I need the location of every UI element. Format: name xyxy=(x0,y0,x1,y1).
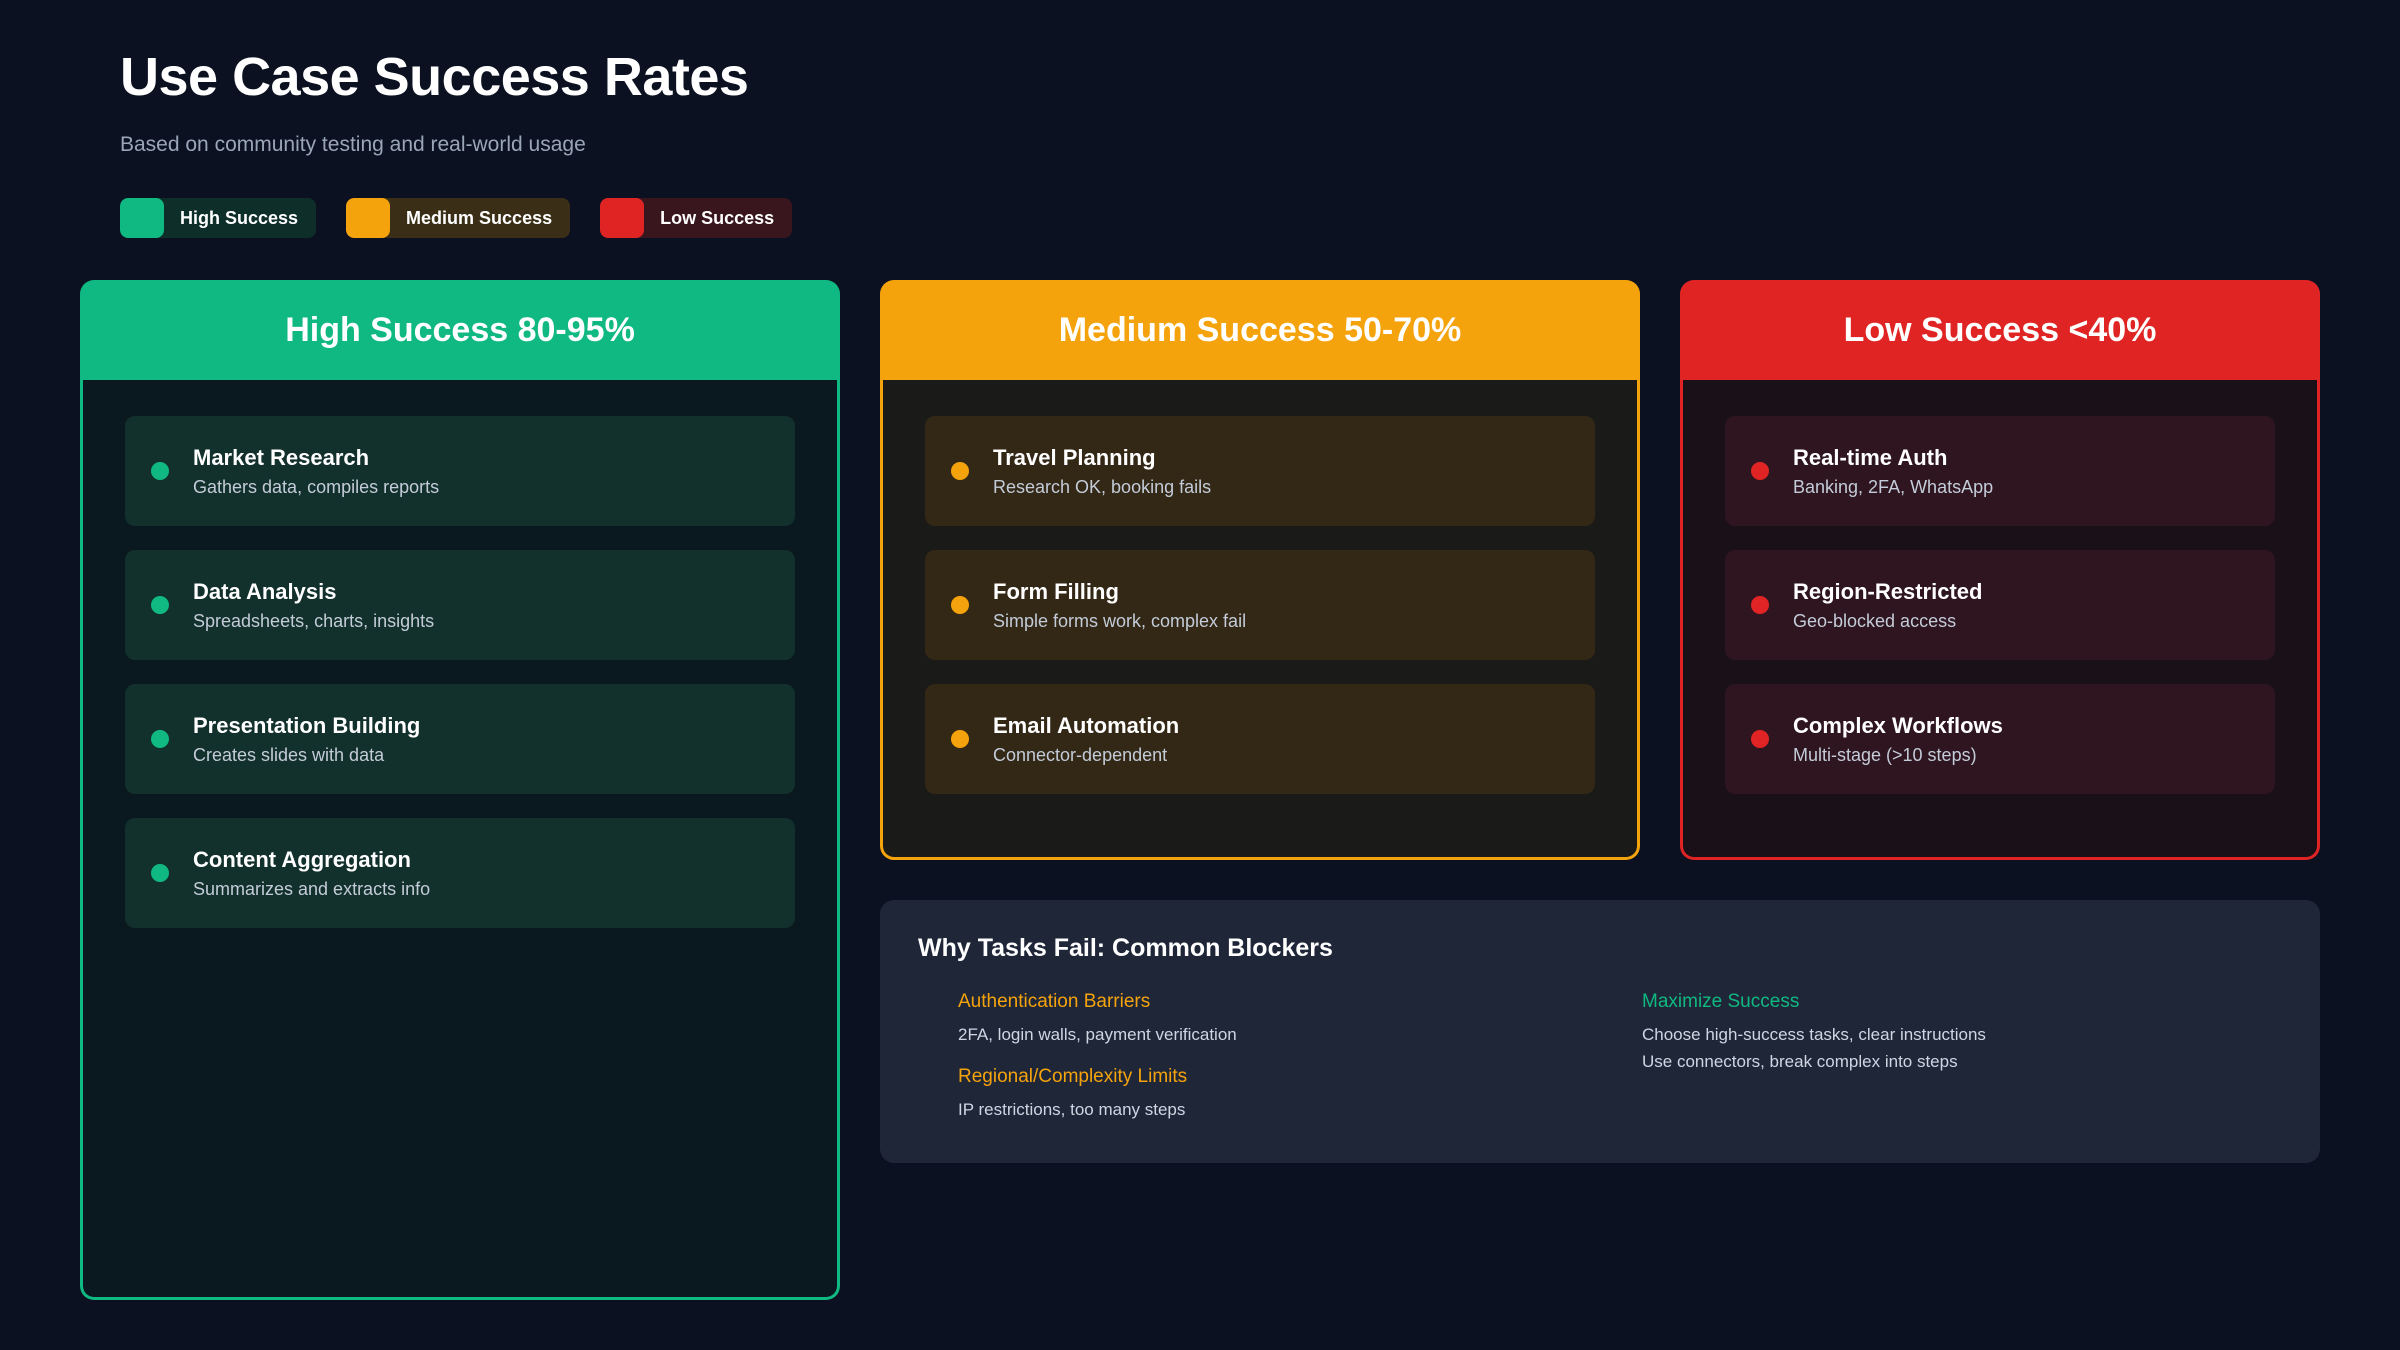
use-case-text: Presentation Building Creates slides with… xyxy=(193,713,420,766)
blocker-group: Maximize Success Choose high-success task… xyxy=(1642,991,2282,1075)
blocker-group: Regional/Complexity Limits IP restriction… xyxy=(958,1066,1620,1123)
bullet-dot-icon xyxy=(951,462,969,480)
blockers-panel: Why Tasks Fail: Common Blockers Authenti… xyxy=(880,900,2320,1164)
use-case-desc: Connector-dependent xyxy=(993,744,1168,765)
legend: High Success Medium Success Low Success xyxy=(120,198,793,238)
bullet-dot-icon xyxy=(151,864,169,882)
bullet-dot-icon xyxy=(1751,596,1769,614)
success-card-medium: Medium Success 50-70% Travel Planning Rese… xyxy=(880,280,1640,860)
blocker-heading: Maximize Success xyxy=(1642,991,1800,1012)
use-case-item[interactable]: Email Automation Connector-dependent xyxy=(925,684,1595,794)
use-case-item[interactable]: Region-Restricted Geo-blocked access xyxy=(1725,550,2275,660)
use-case-text: Complex Workflows Multi-stage (>10 steps) xyxy=(1793,713,2003,766)
blocker-line: 2FA, login walls, payment verification xyxy=(958,1025,1237,1044)
blocker-line: Choose high-success tasks, clear instruc… xyxy=(1642,1025,1986,1044)
legend-chip-0[interactable]: High Success xyxy=(120,198,317,238)
use-case-text: Content Aggregation Summarizes and extrac… xyxy=(193,847,430,900)
use-case-title: Market Research xyxy=(193,444,370,470)
square-swatch-icon xyxy=(346,198,391,238)
card-header-title: Low Success <40% xyxy=(1843,310,2157,349)
success-card-high: High Success 80-95% Market Research Gather… xyxy=(80,280,840,1300)
success-card-low: Low Success <40% Real-time Auth Banking, 2… xyxy=(1680,280,2320,860)
use-case-text: Market Research Gathers data, compiles re… xyxy=(193,445,439,498)
use-case-desc: Summarizes and extracts info xyxy=(193,878,431,899)
bullet-dot-icon xyxy=(151,730,169,748)
blockers-title: Why Tasks Fail: Common Blockers xyxy=(918,934,1333,962)
use-case-item[interactable]: Travel Planning Research OK, booking fail… xyxy=(925,416,1595,526)
use-case-item[interactable]: Presentation Building Creates slides with… xyxy=(125,684,795,794)
page-title: Use Case Success Rates xyxy=(120,47,749,107)
card-header-low: Low Success <40% xyxy=(1680,280,2320,380)
legend-label: Low Success xyxy=(660,207,775,228)
bullet-dot-icon xyxy=(1751,462,1769,480)
use-case-text: Email Automation Connector-dependent xyxy=(993,713,1179,766)
use-case-title: Presentation Building xyxy=(193,712,421,738)
square-swatch-icon xyxy=(120,198,164,238)
blocker-heading: Authentication Barriers xyxy=(958,991,1151,1012)
use-case-item[interactable]: Content Aggregation Summarizes and extrac… xyxy=(125,818,795,928)
use-case-item[interactable]: Complex Workflows Multi-stage (>10 steps) xyxy=(1725,684,2275,794)
use-case-item[interactable]: Real-time Auth Banking, 2FA, WhatsApp xyxy=(1725,416,2275,526)
use-case-title: Complex Workflows xyxy=(1793,712,2003,738)
card-header-high: High Success 80-95% xyxy=(80,280,840,380)
use-case-item[interactable]: Form Filling Simple forms work, complex f… xyxy=(925,550,1595,660)
use-case-title: Content Aggregation xyxy=(193,846,411,872)
use-case-title: Travel Planning xyxy=(993,444,1156,470)
use-case-item[interactable]: Data Analysis Spreadsheets, charts, insig… xyxy=(125,550,795,660)
card-body-low: Real-time Auth Banking, 2FA, WhatsApp Regi… xyxy=(1680,380,2320,860)
blockers-left-column: Authentication Barriers 2FA, login walls,… xyxy=(958,991,1620,1123)
use-case-desc: Geo-blocked access xyxy=(1793,610,1957,631)
use-case-item[interactable]: Market Research Gathers data, compiles re… xyxy=(125,416,795,526)
card-body-medium: Travel Planning Research OK, booking fail… xyxy=(880,380,1640,860)
blocker-line: IP restrictions, too many steps xyxy=(958,1100,1186,1120)
use-case-title: Email Automation xyxy=(993,712,1180,738)
legend-chip-1[interactable]: Medium Success xyxy=(346,198,571,238)
use-case-title: Real-time Auth xyxy=(1793,444,1948,470)
use-case-title: Region-Restricted xyxy=(1793,578,1983,604)
legend-label: High Success xyxy=(180,207,299,228)
page-header: Use Case Success Rates Based on communit… xyxy=(120,47,749,157)
legend-chip-2[interactable]: Low Success xyxy=(600,198,793,238)
use-case-title: Data Analysis xyxy=(193,578,337,604)
use-case-title: Form Filling xyxy=(993,578,1119,604)
use-case-text: Data Analysis Spreadsheets, charts, insig… xyxy=(193,579,434,632)
card-header-title: Medium Success 50-70% xyxy=(1058,310,1462,349)
legend-label: Medium Success xyxy=(406,207,553,228)
use-case-desc: Spreadsheets, charts, insights xyxy=(193,610,435,631)
bullet-dot-icon xyxy=(1751,730,1769,748)
blocker-line: Use connectors, break complex into steps xyxy=(1642,1052,1958,1072)
use-case-desc: Simple forms work, complex fail xyxy=(993,610,1247,631)
blocker-heading: Regional/Complexity Limits xyxy=(958,1066,1188,1088)
blockers-right-column: Maximize Success Choose high-success task… xyxy=(1620,991,2282,1123)
use-case-desc: Research OK, booking fails xyxy=(993,476,1212,497)
use-case-text: Real-time Auth Banking, 2FA, WhatsApp xyxy=(1793,445,1993,498)
use-case-text: Form Filling Simple forms work, complex f… xyxy=(993,579,1246,632)
use-case-text: Region-Restricted Geo-blocked access xyxy=(1793,579,1982,632)
bullet-dot-icon xyxy=(951,596,969,614)
use-case-text: Travel Planning Research OK, booking fail… xyxy=(993,445,1211,498)
use-case-desc: Multi-stage (>10 steps) xyxy=(1793,744,1977,765)
card-header-medium: Medium Success 50-70% xyxy=(880,280,1640,380)
use-case-desc: Gathers data, compiles reports xyxy=(193,476,440,497)
card-header-title: High Success 80-95% xyxy=(285,310,635,349)
use-case-desc: Creates slides with data xyxy=(193,744,385,765)
bullet-dot-icon xyxy=(151,462,169,480)
bullet-dot-icon xyxy=(151,596,169,614)
use-case-desc: Banking, 2FA, WhatsApp xyxy=(1793,476,1994,497)
blocker-group: Authentication Barriers 2FA, login walls,… xyxy=(958,991,1620,1048)
square-swatch-icon xyxy=(600,198,645,238)
card-body-high: Market Research Gathers data, compiles re… xyxy=(80,380,840,1300)
page-subtitle: Based on community testing and real-worl… xyxy=(120,133,586,157)
bullet-dot-icon xyxy=(951,730,969,748)
